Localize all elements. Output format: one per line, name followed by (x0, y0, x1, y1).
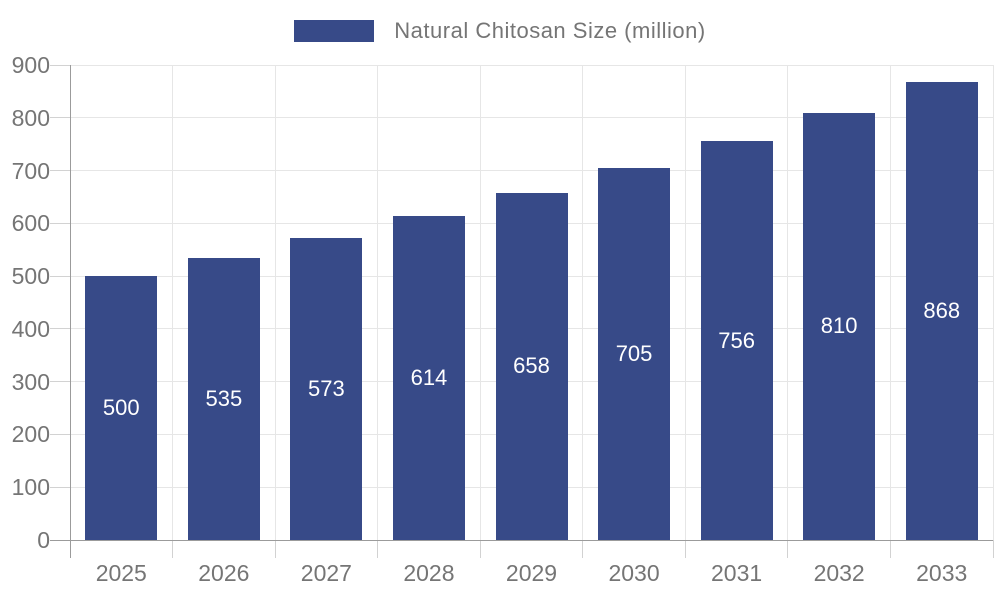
x-axis-tick (274, 540, 276, 558)
y-axis-tick (50, 170, 70, 172)
gridline-vertical (377, 65, 379, 540)
gridline-horizontal (70, 117, 993, 119)
x-tick-label: 2031 (711, 560, 763, 586)
bar: 705 (598, 167, 671, 540)
bar-value-label: 658 (513, 353, 550, 379)
bar: 756 (700, 141, 773, 540)
gridline-vertical (992, 65, 994, 540)
gridline-vertical (684, 65, 686, 540)
bar-value-label: 500 (102, 395, 140, 421)
y-tick-label: 400 (11, 315, 50, 342)
x-tick-label: 2028 (403, 560, 455, 586)
x-axis-tick (787, 540, 789, 558)
y-axis-tick (50, 433, 70, 435)
x-tick-label: 2027 (300, 560, 352, 586)
gridline-vertical (479, 65, 481, 540)
bar: 573 (290, 237, 363, 540)
y-tick-label: 600 (11, 210, 50, 237)
bar: 658 (495, 192, 568, 540)
legend[interactable]: Natural Chitosan Size (million) (0, 18, 1000, 44)
gridline-vertical (582, 65, 584, 540)
gridline-horizontal (70, 170, 993, 172)
bar-value-label: 810 (820, 313, 858, 339)
y-tick-label: 300 (11, 368, 50, 395)
gridline-vertical (787, 65, 789, 540)
y-tick-label: 100 (11, 474, 50, 501)
x-tick-label: 2026 (198, 560, 250, 586)
bar-value-label: 573 (308, 375, 345, 401)
y-axis-tick (50, 117, 70, 119)
bar-value-label: 868 (923, 297, 961, 323)
bar-value-label: 535 (205, 385, 243, 411)
x-tick-label: 2029 (505, 560, 558, 586)
bar: 500 (85, 276, 158, 540)
y-tick-label: 500 (11, 263, 50, 290)
bar-value-label: 705 (615, 340, 653, 366)
bar: 535 (187, 257, 260, 540)
y-axis-line (70, 65, 71, 558)
y-tick-label: 700 (11, 157, 50, 184)
y-tick-label: 0 (37, 527, 50, 553)
x-axis-tick (889, 540, 891, 558)
x-axis-tick (582, 540, 584, 558)
y-axis-tick (50, 222, 70, 224)
gridline-vertical (172, 65, 174, 540)
x-tick-label: 2032 (813, 560, 865, 586)
y-axis-tick (50, 328, 70, 330)
x-tick-label: 2033 (916, 560, 968, 586)
bar-value-label: 614 (410, 364, 448, 390)
y-tick-label: 200 (11, 421, 50, 448)
x-axis-tick (684, 540, 686, 558)
x-axis-tick (479, 540, 481, 558)
bar: 868 (905, 81, 978, 540)
y-axis-tick (50, 64, 70, 66)
gridline-vertical (889, 65, 891, 540)
y-axis-tick (50, 275, 70, 277)
x-tick-label: 2025 (95, 560, 147, 586)
x-axis-line (50, 540, 993, 541)
y-axis-tick (50, 486, 70, 488)
gridline-horizontal (70, 64, 993, 66)
bar: 614 (392, 215, 465, 540)
legend-swatch-icon (294, 20, 375, 42)
y-axis-tick (50, 381, 70, 383)
bar: 810 (803, 112, 876, 540)
x-tick-label: 2030 (608, 560, 660, 586)
x-axis-tick (377, 540, 379, 558)
gridline-vertical (274, 65, 276, 540)
y-tick-label: 900 (11, 52, 50, 78)
bar-value-label: 756 (718, 327, 755, 353)
y-tick-label: 800 (11, 104, 50, 131)
x-axis-tick (172, 540, 174, 558)
legend-label: Natural Chitosan Size (million) (394, 18, 706, 43)
x-axis-tick (992, 540, 994, 558)
